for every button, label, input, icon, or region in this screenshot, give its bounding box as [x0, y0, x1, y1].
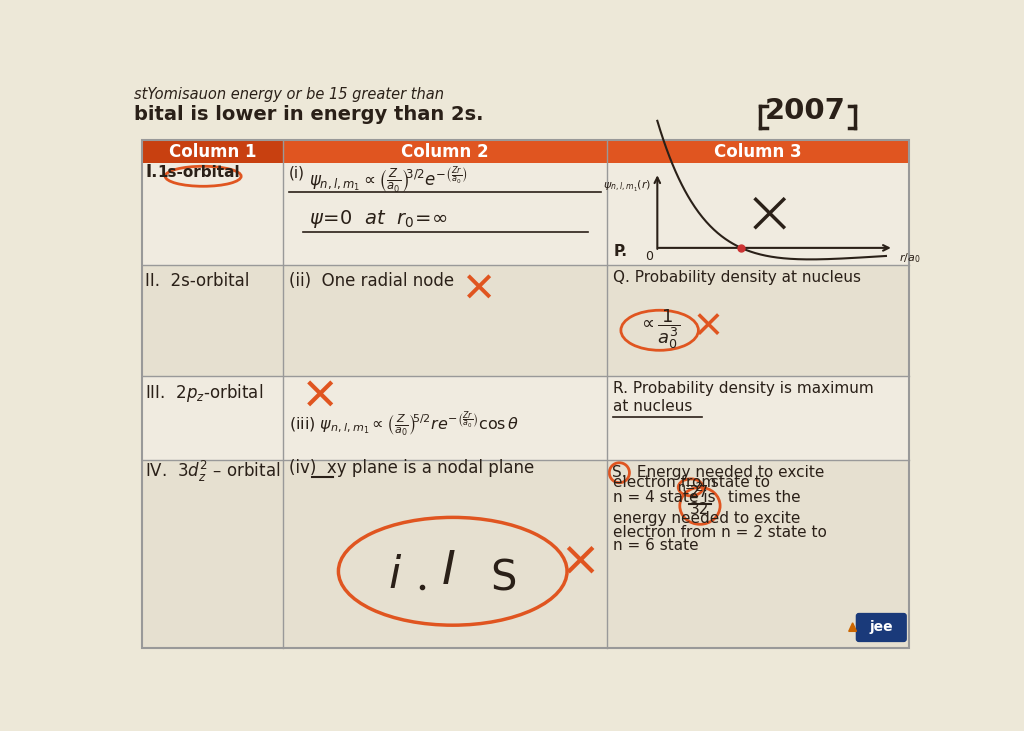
Text: P.: P. [613, 243, 627, 259]
Text: Q. Probability density at nucleus: Q. Probability density at nucleus [613, 270, 861, 285]
Text: n = 6 state: n = 6 state [613, 539, 698, 553]
Text: (iii) $\psi_{n,l,m_1} \propto \left(\frac{Z}{a_0}\right)^{\!\!5/2} re^{-\left(\f: (iii) $\psi_{n,l,m_1} \propto \left(\fra… [289, 409, 519, 439]
Bar [142, 163, 909, 265]
Text: n=2: n=2 [678, 481, 703, 494]
Bar [142, 140, 283, 163]
Polygon shape [849, 623, 856, 632]
Text: 32: 32 [690, 501, 710, 517]
Text: stYomisauon energy or be 15 greater than: stYomisauon energy or be 15 greater than [134, 86, 444, 102]
Bar [142, 460, 909, 648]
Text: I: I [442, 549, 456, 594]
Text: Energy needed to excite: Energy needed to excite [632, 465, 824, 480]
Text: III.  $2p_z$-orbital: III. $2p_z$-orbital [145, 382, 263, 404]
Text: 0: 0 [645, 250, 652, 263]
FancyBboxPatch shape [856, 613, 907, 642]
Text: at nucleus: at nucleus [613, 399, 692, 414]
Text: electron from: electron from [613, 475, 717, 491]
Text: IV.  $3d_{z}^{2}$ – orbital: IV. $3d_{z}^{2}$ – orbital [145, 458, 281, 484]
Text: Column 3: Column 3 [715, 143, 802, 161]
Text: $\psi_{n,l,m_1}(r)$: $\psi_{n,l,m_1}(r)$ [603, 178, 651, 194]
Text: i: i [388, 553, 400, 596]
Text: 1s-orbital: 1s-orbital [158, 165, 240, 180]
Text: I.: I. [145, 163, 158, 181]
Bar [142, 265, 909, 376]
Text: energy needed to excite: energy needed to excite [613, 511, 801, 526]
Text: $r/a_0$: $r/a_0$ [899, 251, 921, 265]
Bar [142, 376, 909, 460]
Text: $\psi\!=\!0\ \ at\ \ r_0\!=\!\infty$: $\psi\!=\!0\ \ at\ \ r_0\!=\!\infty$ [308, 208, 447, 230]
Text: II.  2s-orbital: II. 2s-orbital [145, 273, 250, 290]
Text: jee: jee [869, 621, 893, 635]
Text: Column 2: Column 2 [401, 143, 488, 161]
Text: (ii)  One radial node: (ii) One radial node [289, 273, 455, 290]
Text: $\psi_{n,l,m_1} \propto \left(\frac{Z}{a_0}\right)^{\!\!3/2} e^{-\left(\frac{Zr}: $\psi_{n,l,m_1} \propto \left(\frac{Z}{a… [309, 164, 468, 195]
Text: times the: times the [728, 490, 801, 505]
Text: R. Probability density is maximum: R. Probability density is maximum [613, 382, 873, 396]
Text: (i): (i) [289, 165, 305, 180]
Text: $\propto \dfrac{1}{a_0^3}$: $\propto \dfrac{1}{a_0^3}$ [638, 307, 680, 351]
Text: bital is lower in energy than 2s.: bital is lower in energy than 2s. [134, 105, 483, 124]
Text: electron from n = 2 state to: electron from n = 2 state to [613, 525, 827, 539]
Text: 2007: 2007 [765, 96, 846, 124]
Text: S: S [489, 558, 516, 600]
Text: (iv)  xy plane is a nodal plane: (iv) xy plane is a nodal plane [289, 460, 535, 477]
Text: state to: state to [707, 475, 770, 491]
Text: Column 1: Column 1 [169, 143, 256, 161]
Text: n = 4 state is: n = 4 state is [613, 490, 716, 505]
Text: S.: S. [612, 465, 627, 480]
Text: 27: 27 [690, 485, 710, 500]
Bar [142, 140, 909, 163]
